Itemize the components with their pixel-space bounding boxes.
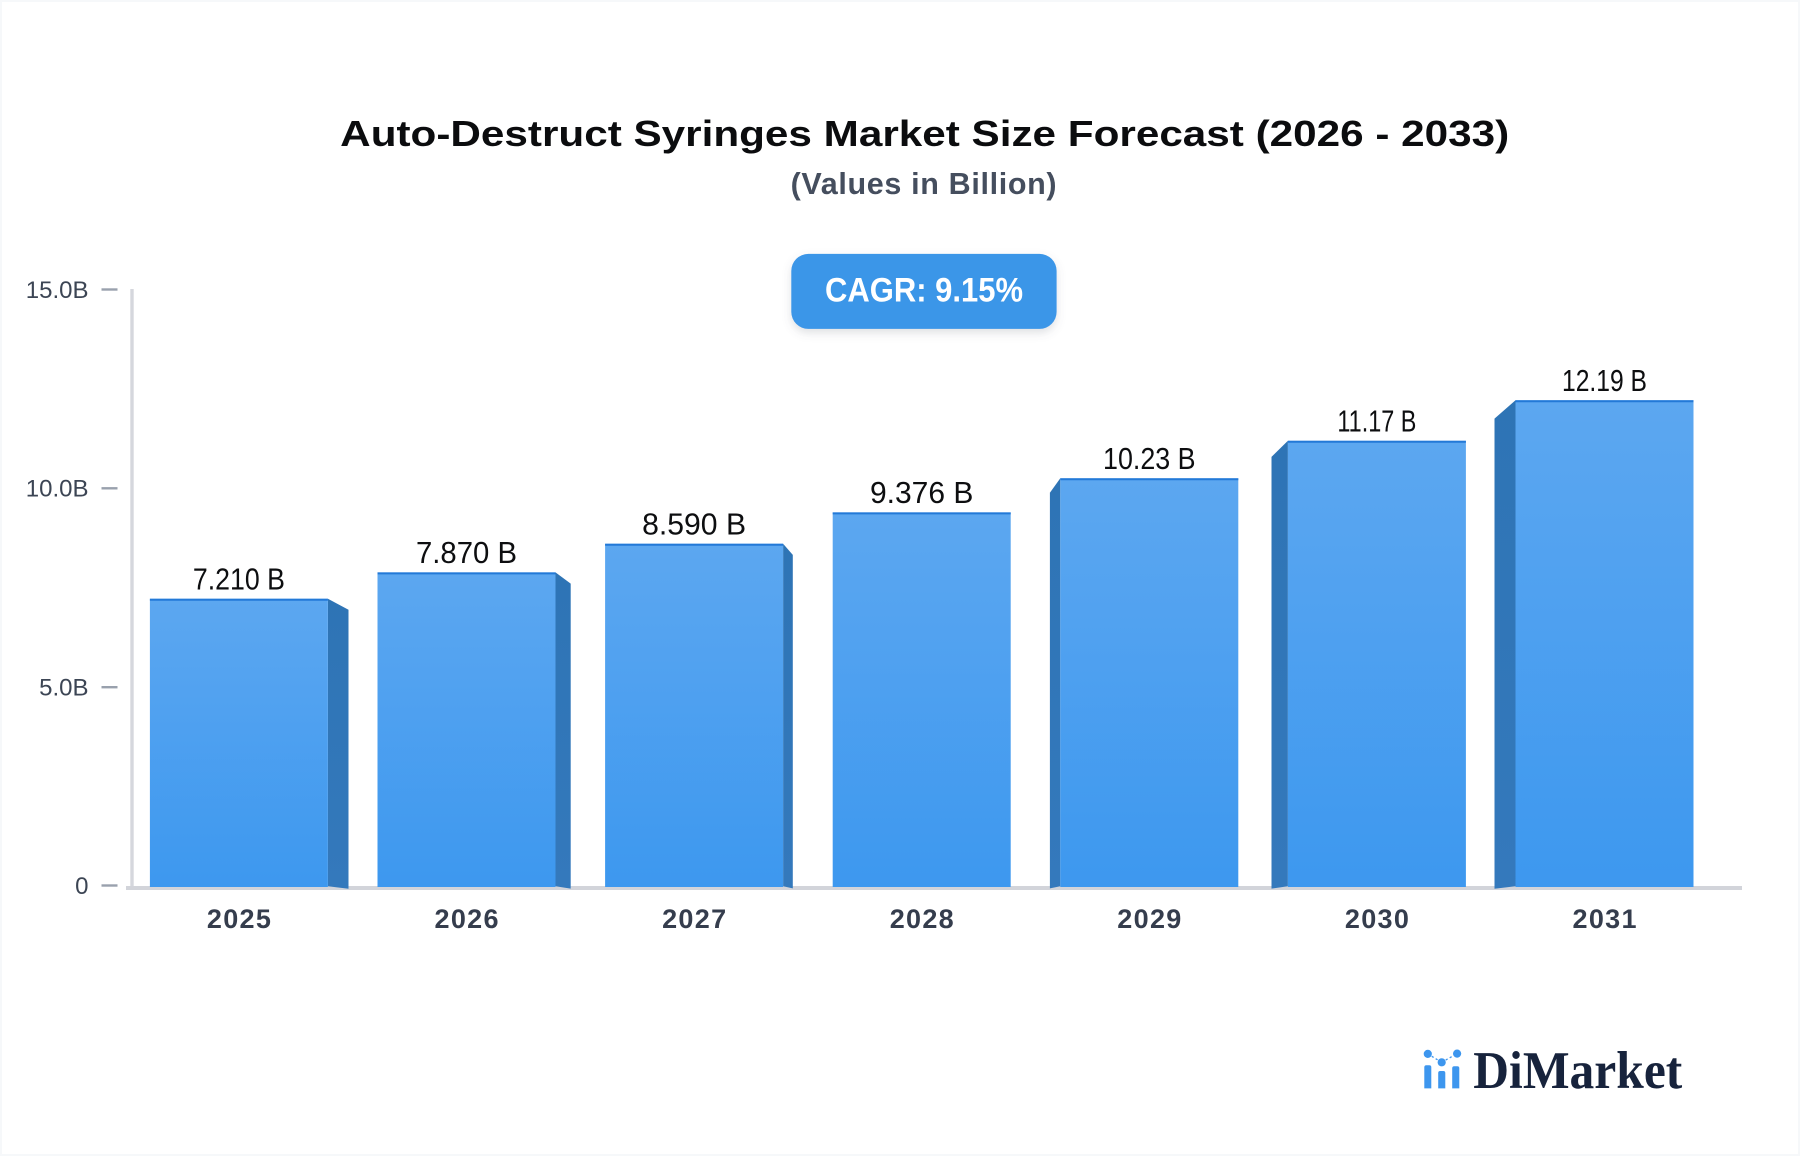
svg-text:9.376 B: 9.376 B (870, 475, 974, 510)
svg-text:2030: 2030 (1345, 904, 1409, 934)
svg-text:2029: 2029 (1117, 904, 1181, 934)
svg-text:2031: 2031 (1573, 904, 1637, 934)
svg-text:10.23 B: 10.23 B (1103, 441, 1196, 476)
svg-text:12.19 B: 12.19 B (1562, 363, 1647, 398)
svg-text:CAGR: 9.15%: CAGR: 9.15% (825, 272, 1023, 310)
svg-text:10.0B: 10.0B (26, 476, 89, 503)
svg-text:8.590 B: 8.590 B (642, 507, 746, 542)
svg-text:2027: 2027 (662, 904, 726, 934)
svg-text:Auto-Destruct Syringes Market: Auto-Destruct Syringes Market Size Forec… (340, 113, 1509, 154)
svg-text:2026: 2026 (435, 904, 499, 934)
svg-text:7.870 B: 7.870 B (416, 535, 517, 570)
svg-text:2025: 2025 (207, 904, 271, 934)
svg-text:5.0B: 5.0B (39, 675, 88, 702)
svg-text:15.0B: 15.0B (26, 277, 89, 304)
svg-text:0: 0 (75, 873, 88, 900)
svg-text:11.17 B: 11.17 B (1337, 404, 1416, 439)
svg-text:DiMarket: DiMarket (1473, 1042, 1682, 1100)
svg-text:2028: 2028 (890, 904, 954, 934)
svg-text:(Values in Billion): (Values in Billion) (791, 167, 1057, 201)
svg-text:7.210 B: 7.210 B (193, 562, 285, 597)
